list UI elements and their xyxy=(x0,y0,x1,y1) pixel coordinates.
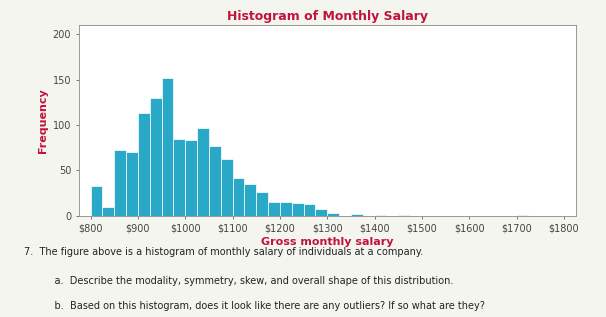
Bar xyxy=(291,203,304,216)
Bar xyxy=(185,140,197,216)
Bar xyxy=(244,184,256,216)
Bar xyxy=(138,113,150,216)
Bar xyxy=(197,128,209,216)
Bar xyxy=(173,139,185,216)
Bar xyxy=(256,192,268,216)
X-axis label: Gross monthly salary: Gross monthly salary xyxy=(261,237,393,247)
Bar xyxy=(209,146,221,216)
Bar xyxy=(280,202,291,216)
Bar xyxy=(102,207,115,216)
Bar xyxy=(126,152,138,216)
Bar xyxy=(315,209,327,216)
Bar xyxy=(115,150,126,216)
Bar xyxy=(162,78,173,216)
Y-axis label: Frequency: Frequency xyxy=(38,88,48,153)
Bar xyxy=(91,186,102,216)
Bar xyxy=(516,215,528,216)
Bar xyxy=(304,204,315,216)
Text: 7.  The figure above is a histogram of monthly salary of individuals at a compan: 7. The figure above is a histogram of mo… xyxy=(24,247,424,257)
Title: Histogram of Monthly Salary: Histogram of Monthly Salary xyxy=(227,10,428,23)
Bar xyxy=(221,158,233,216)
Bar xyxy=(233,178,244,216)
Text: b.  Based on this histogram, does it look like there are any outliers? If so wha: b. Based on this histogram, does it look… xyxy=(42,301,485,311)
Bar xyxy=(268,202,280,216)
Text: a.  Describe the modality, symmetry, skew, and overall shape of this distributio: a. Describe the modality, symmetry, skew… xyxy=(42,276,454,286)
Bar xyxy=(375,215,387,216)
Bar xyxy=(327,213,339,216)
Bar xyxy=(398,215,410,216)
Bar xyxy=(351,214,363,216)
Bar xyxy=(150,98,162,216)
